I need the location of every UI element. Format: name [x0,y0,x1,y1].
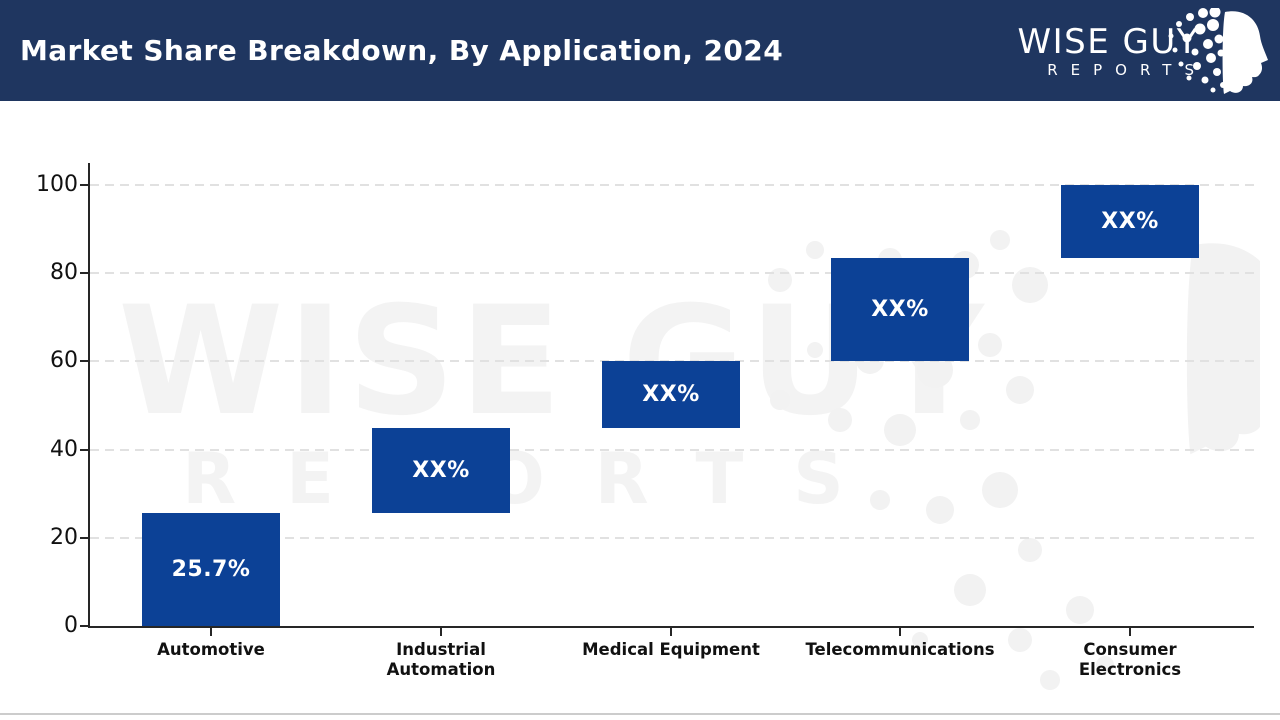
y-tick-label-0: 0 [64,613,78,638]
y-tick-label-40: 40 [50,436,78,462]
x-tick-label-consumer-electronics: Consumer Electronics [1078,640,1182,679]
gridline-20 [90,536,1254,539]
brand-logo-text: WISE GUY REPORTS [1017,21,1199,79]
bar-automotive: 25.7% [142,512,280,626]
gridline-40 [90,448,1254,451]
bottom-divider [0,713,1280,715]
x-tick-label-telecommunications: Telecommunications [805,640,995,659]
face-profile-icon [1168,8,1268,95]
y-tick-mark-20 [80,536,88,539]
y-tick-mark-100 [80,184,88,186]
x-tick-mark-industrial-automation [440,628,442,636]
x-tick-label-automotive: Automotive [157,640,265,659]
brand-logo-sub: REPORTS [1047,61,1207,80]
bar-value-label-medical-equipment: XX% [642,381,700,407]
x-tick-mark-telecommunications [899,628,901,636]
bar-value-label-telecommunications: XX% [871,297,929,323]
gridline-80 [90,272,1254,275]
y-axis [88,163,90,628]
y-tick-label-20: 20 [50,524,78,550]
gridline-100 [90,184,1254,186]
bar-consumer-electronics: XX% [1061,185,1199,258]
bar-value-label-consumer-electronics: XX% [1101,208,1159,234]
y-tick-mark-40 [80,448,88,451]
y-tick-mark-60 [80,360,88,363]
brand-logo-name: WISE GUY [1017,21,1199,62]
bar-industrial-automation: XX% [372,427,510,513]
page-title: Market Share Breakdown, By Application, … [20,34,784,67]
watermark-reports: REPORTS [182,438,894,520]
x-axis [88,626,1254,628]
x-tick-label-industrial-automation: Industrial Automation [386,640,496,679]
y-tick-label-100: 100 [36,172,78,197]
x-tick-label-medical-equipment: Medical Equipment [582,640,760,659]
y-tick-label-60: 60 [50,348,78,374]
bar-value-label-industrial-automation: XX% [412,457,470,483]
y-tick-label-80: 80 [50,260,78,286]
header-bar: Market Share Breakdown, By Application, … [0,0,1280,101]
brand-logo: WISE GUY REPORTS [1017,6,1270,98]
y-tick-mark-80 [80,272,88,275]
bar-telecommunications: XX% [831,257,969,362]
bar-medical-equipment: XX% [602,361,740,428]
x-tick-mark-medical-equipment [670,628,672,636]
bar-value-label-automotive: 25.7% [171,556,251,582]
x-tick-mark-consumer-electronics [1129,628,1131,636]
x-tick-mark-automotive [210,628,212,636]
y-tick-mark-0 [80,625,88,627]
